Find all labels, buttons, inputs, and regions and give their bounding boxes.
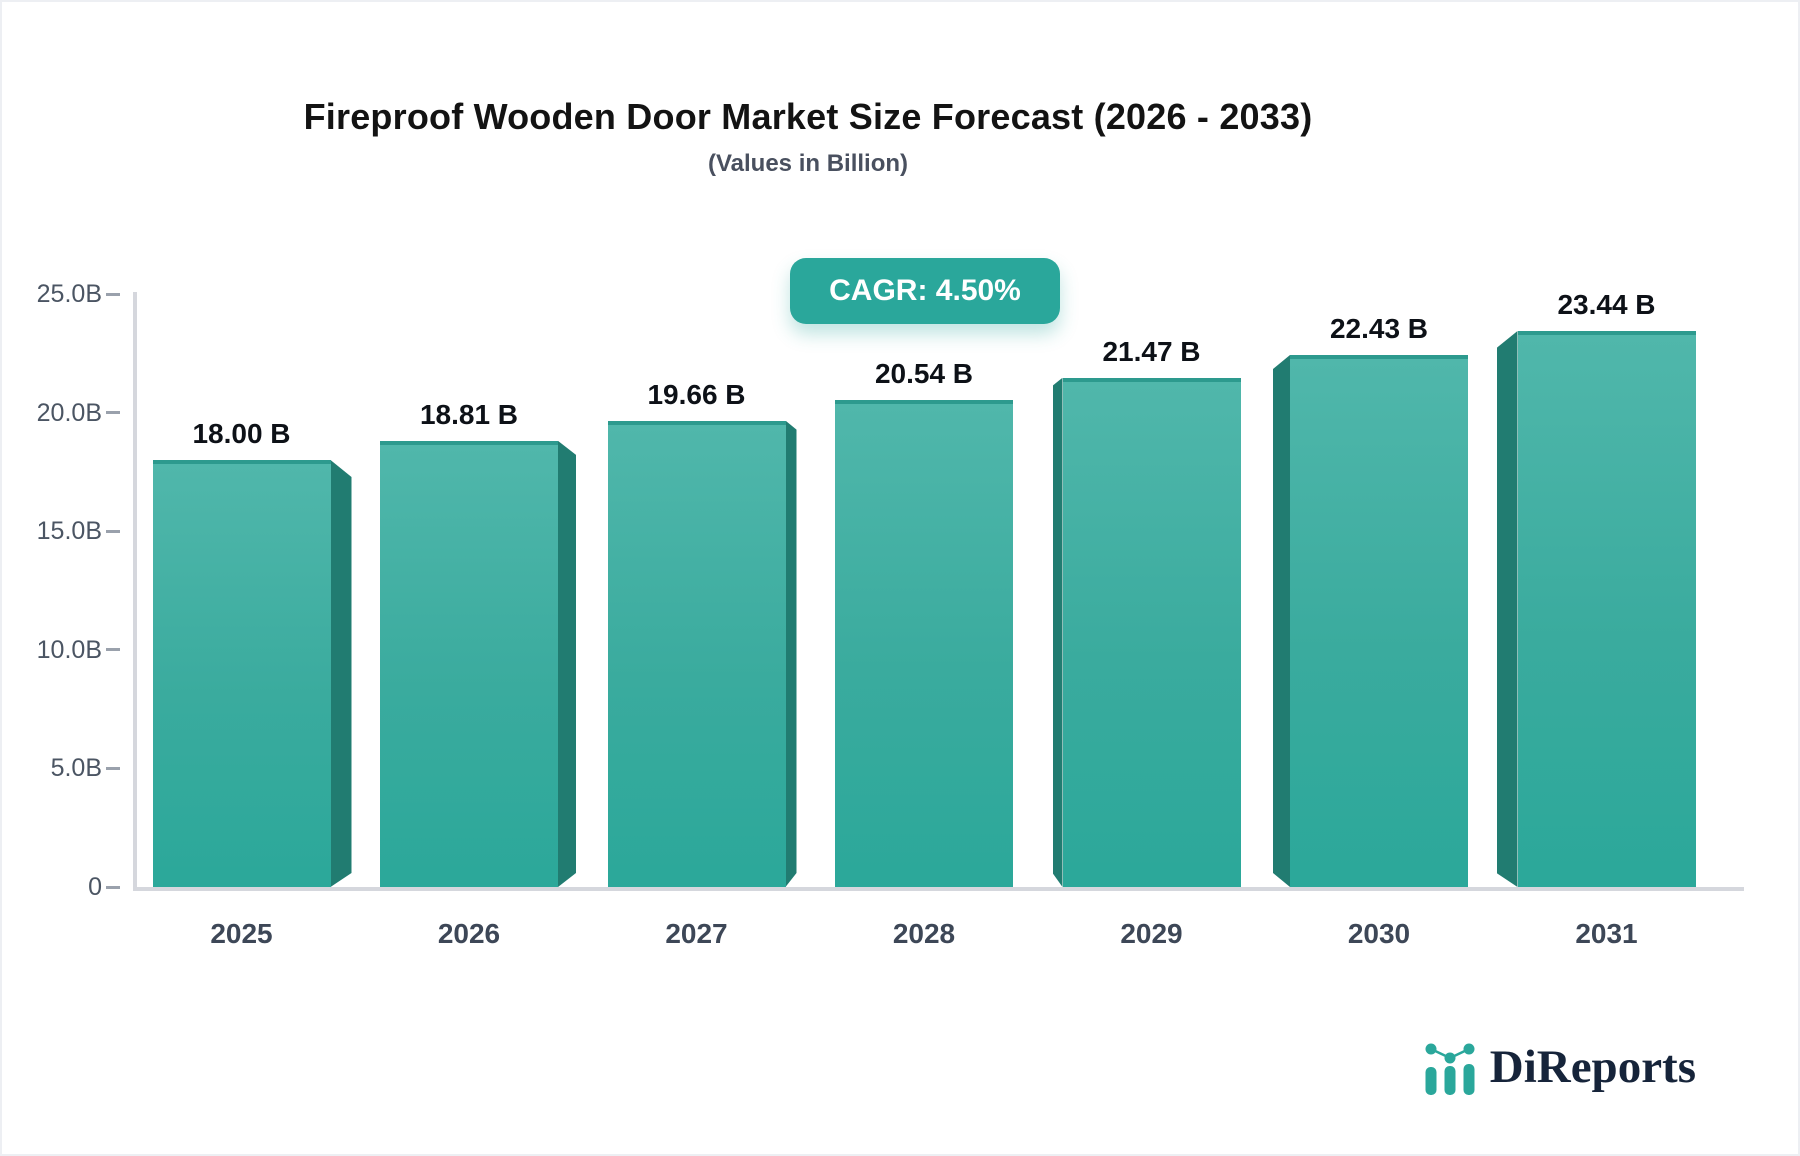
y-tick-dash <box>106 885 120 889</box>
bar-value-label-2028: 20.54 B <box>874 357 974 389</box>
x-tick-label-2029: 2029 <box>1120 918 1183 949</box>
bar-2026[interactable] <box>380 440 558 887</box>
bar-side-face-2026 <box>558 440 576 887</box>
chart-title: Fireproof Wooden Door Market Size Foreca… <box>303 96 1313 137</box>
bar-2028[interactable] <box>835 399 1013 887</box>
x-axis-line <box>133 887 1744 891</box>
bar-value-label-2029: 21.47 B <box>1102 335 1201 367</box>
x-tick-label-2025: 2025 <box>210 918 273 949</box>
bar-value-label-2026: 18.81 B <box>419 398 519 430</box>
bar-value-label-2025: 18.00 B <box>192 418 291 450</box>
y-axis-line <box>133 292 137 891</box>
y-tick-label: 5.0B <box>50 754 102 783</box>
x-tick-label-2031: 2031 <box>1575 918 1638 949</box>
bar-side-face-2027 <box>785 420 797 887</box>
y-tick-label: 25.0B <box>36 280 102 308</box>
y-tick-dash <box>106 529 120 533</box>
bar-2027[interactable] <box>607 420 786 887</box>
y-tick-label: 15.0B <box>36 517 102 546</box>
x-tick-label-2030: 2030 <box>1347 918 1411 949</box>
y-tick-label: 0 <box>88 873 102 901</box>
bar-2029[interactable] <box>1062 377 1241 887</box>
bar-side-face-2025 <box>330 460 352 887</box>
bar-2025[interactable] <box>152 460 331 887</box>
brand-name: DiReports <box>1489 1041 1696 1093</box>
bar-value-label-2027: 19.66 B <box>647 378 746 410</box>
y-tick-label: 10.0B <box>36 635 102 664</box>
y-tick-label: 20.0B <box>36 398 102 427</box>
y-tick-dash <box>106 766 120 770</box>
y-tick-dash <box>106 292 120 296</box>
bar-side-face-2031 <box>1496 331 1518 887</box>
bar-side-face-2029 <box>1052 377 1063 887</box>
x-tick-label-2026: 2026 <box>437 918 501 949</box>
y-tick-dash <box>106 648 120 652</box>
bar-2030[interactable] <box>1290 354 1468 887</box>
bar-side-face-2030 <box>1273 354 1290 887</box>
bar-value-label-2030: 22.43 B <box>1329 312 1429 344</box>
brand-chart-icon <box>1425 1043 1475 1095</box>
x-tick-label-2027: 2027 <box>665 918 728 949</box>
chart-subtitle: (Values in Billion) <box>707 150 909 177</box>
x-tick-label-2028: 2028 <box>892 918 956 949</box>
y-tick-dash <box>106 411 120 415</box>
brand-logo[interactable]: DiReports <box>1418 1032 1696 1102</box>
bar-value-label-2031: 23.44 B <box>1557 289 1656 320</box>
bar-2031[interactable] <box>1517 331 1696 887</box>
cagr-badge: CAGR: 4.50% <box>790 258 1060 324</box>
